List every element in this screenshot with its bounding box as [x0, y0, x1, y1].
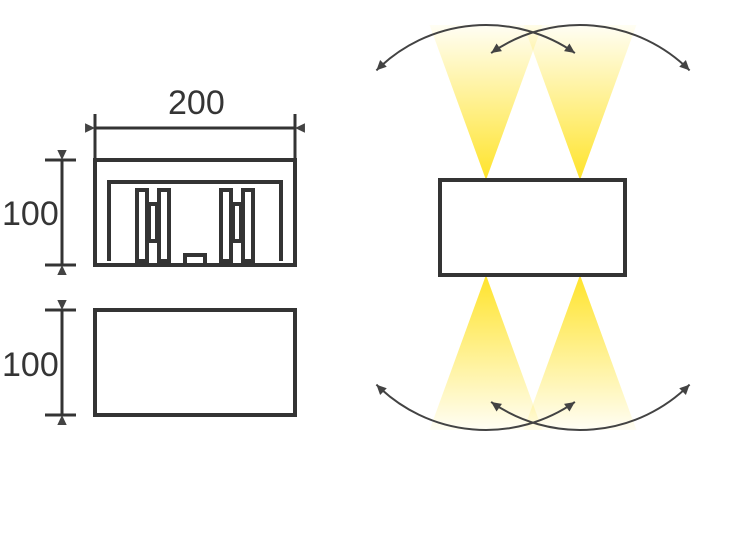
dimension-label: 200	[168, 84, 225, 122]
dimension-label: 100	[2, 346, 59, 384]
diagram-svg: 200 100 100	[0, 0, 733, 553]
dimension-label: 100	[2, 195, 59, 233]
